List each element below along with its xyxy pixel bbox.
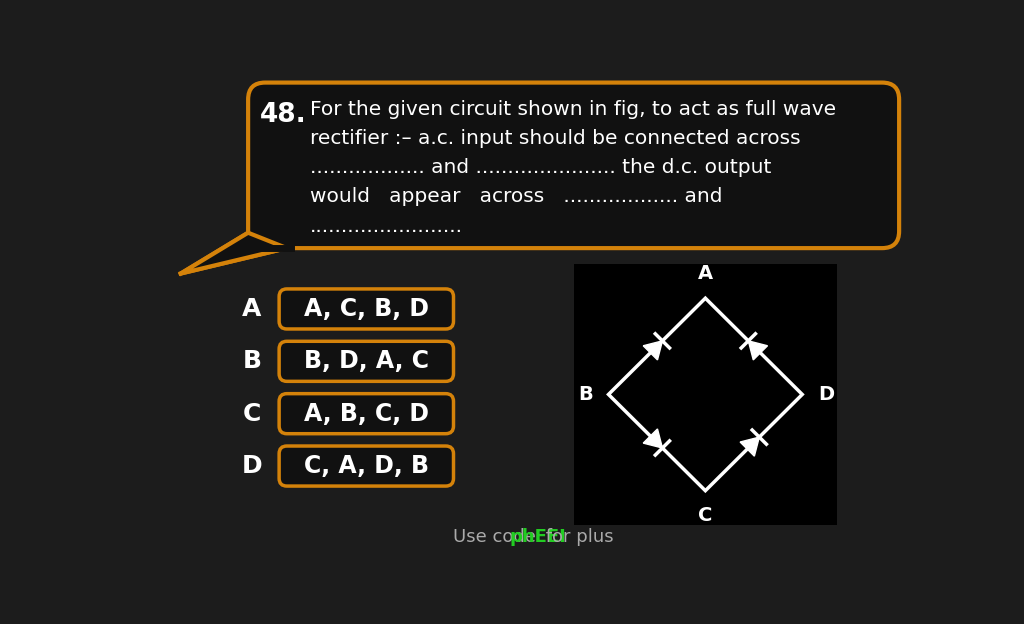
Text: D: D	[818, 385, 834, 404]
Text: C: C	[698, 506, 713, 525]
Text: A: A	[697, 264, 713, 283]
Polygon shape	[643, 341, 663, 360]
Text: A, C, B, D: A, C, B, D	[304, 297, 429, 321]
Text: B: B	[243, 349, 261, 373]
FancyBboxPatch shape	[248, 82, 899, 248]
Text: rectifier :– a.c. input should be connected across: rectifier :– a.c. input should be connec…	[310, 129, 801, 148]
Polygon shape	[749, 341, 768, 360]
Text: 48.: 48.	[260, 102, 306, 128]
Text: would   appear   across   .................. and: would appear across .................. a…	[310, 187, 723, 207]
Text: for plus: for plus	[541, 528, 614, 546]
Text: C: C	[243, 402, 261, 426]
Polygon shape	[643, 429, 663, 448]
Text: B, D, A, C: B, D, A, C	[304, 349, 429, 373]
Text: For the given circuit shown in fig, to act as full wave: For the given circuit shown in fig, to a…	[310, 99, 837, 119]
Text: D: D	[242, 454, 262, 478]
FancyBboxPatch shape	[280, 341, 454, 381]
FancyBboxPatch shape	[573, 263, 838, 525]
FancyBboxPatch shape	[280, 289, 454, 329]
Text: Use code: Use code	[453, 528, 542, 546]
Text: B: B	[579, 385, 593, 404]
Text: phEEI: phEEI	[509, 528, 566, 546]
FancyBboxPatch shape	[280, 446, 454, 486]
Text: .................. and ...................... the d.c. output: .................. and .................…	[310, 158, 771, 177]
Polygon shape	[740, 437, 759, 456]
FancyBboxPatch shape	[280, 394, 454, 434]
Text: A, B, C, D: A, B, C, D	[304, 402, 429, 426]
Text: C, A, D, B: C, A, D, B	[304, 454, 429, 478]
Text: ........................: ........................	[310, 217, 463, 236]
Polygon shape	[180, 233, 287, 273]
Text: A: A	[243, 297, 262, 321]
